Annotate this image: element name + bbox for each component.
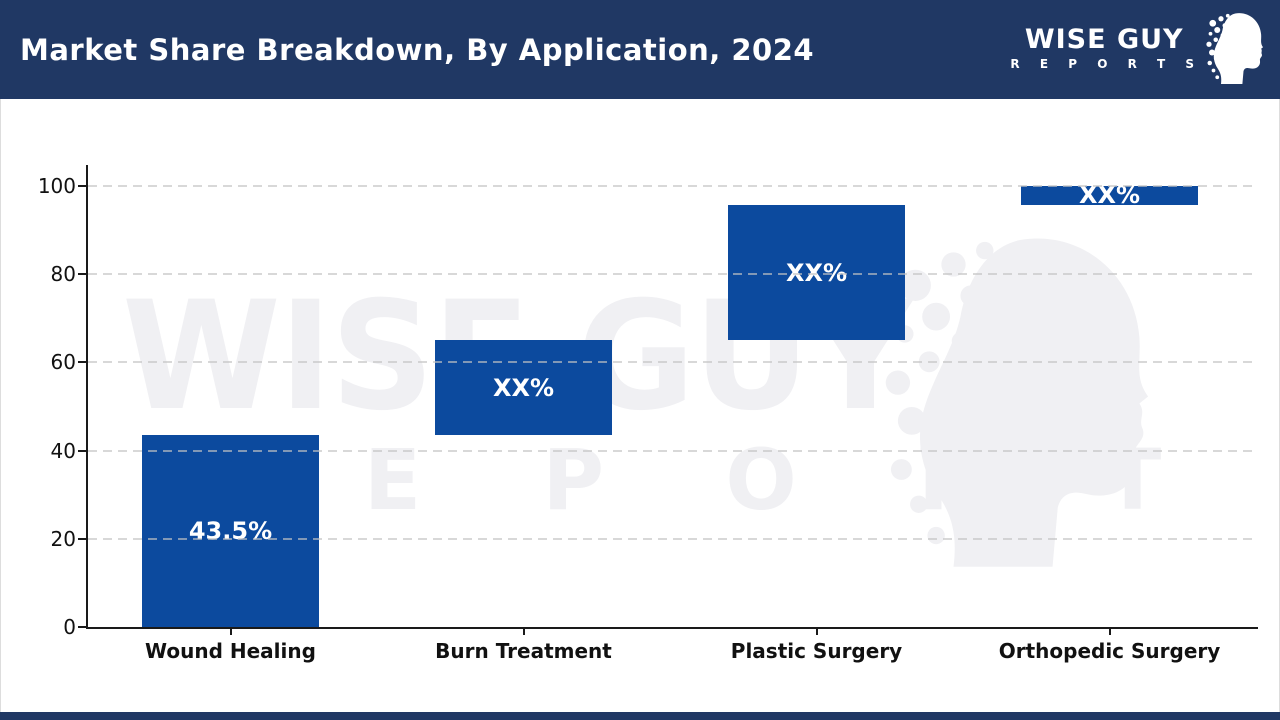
footer-bar (0, 712, 1280, 720)
header-banner: Market Share Breakdown, By Application, … (0, 0, 1280, 99)
watermark-wordmark: WISE GUY (122, 270, 913, 444)
dotted-head-icon (1206, 13, 1263, 84)
logo-text: WISE GUY R E P O R T S (1006, 25, 1202, 71)
head-profile (1213, 13, 1263, 84)
wise-guy-reports-logo: WISE GUY R E P O R T S (1006, 8, 1266, 88)
logo-wordmark: WISE GUY (1024, 24, 1184, 56)
left-border (0, 99, 1, 712)
watermark-head-icon (885, 238, 1149, 567)
chart-title: Market Share Breakdown, By Application, … (20, 32, 815, 67)
logo-subtitle: R E P O R T S (1010, 56, 1202, 71)
